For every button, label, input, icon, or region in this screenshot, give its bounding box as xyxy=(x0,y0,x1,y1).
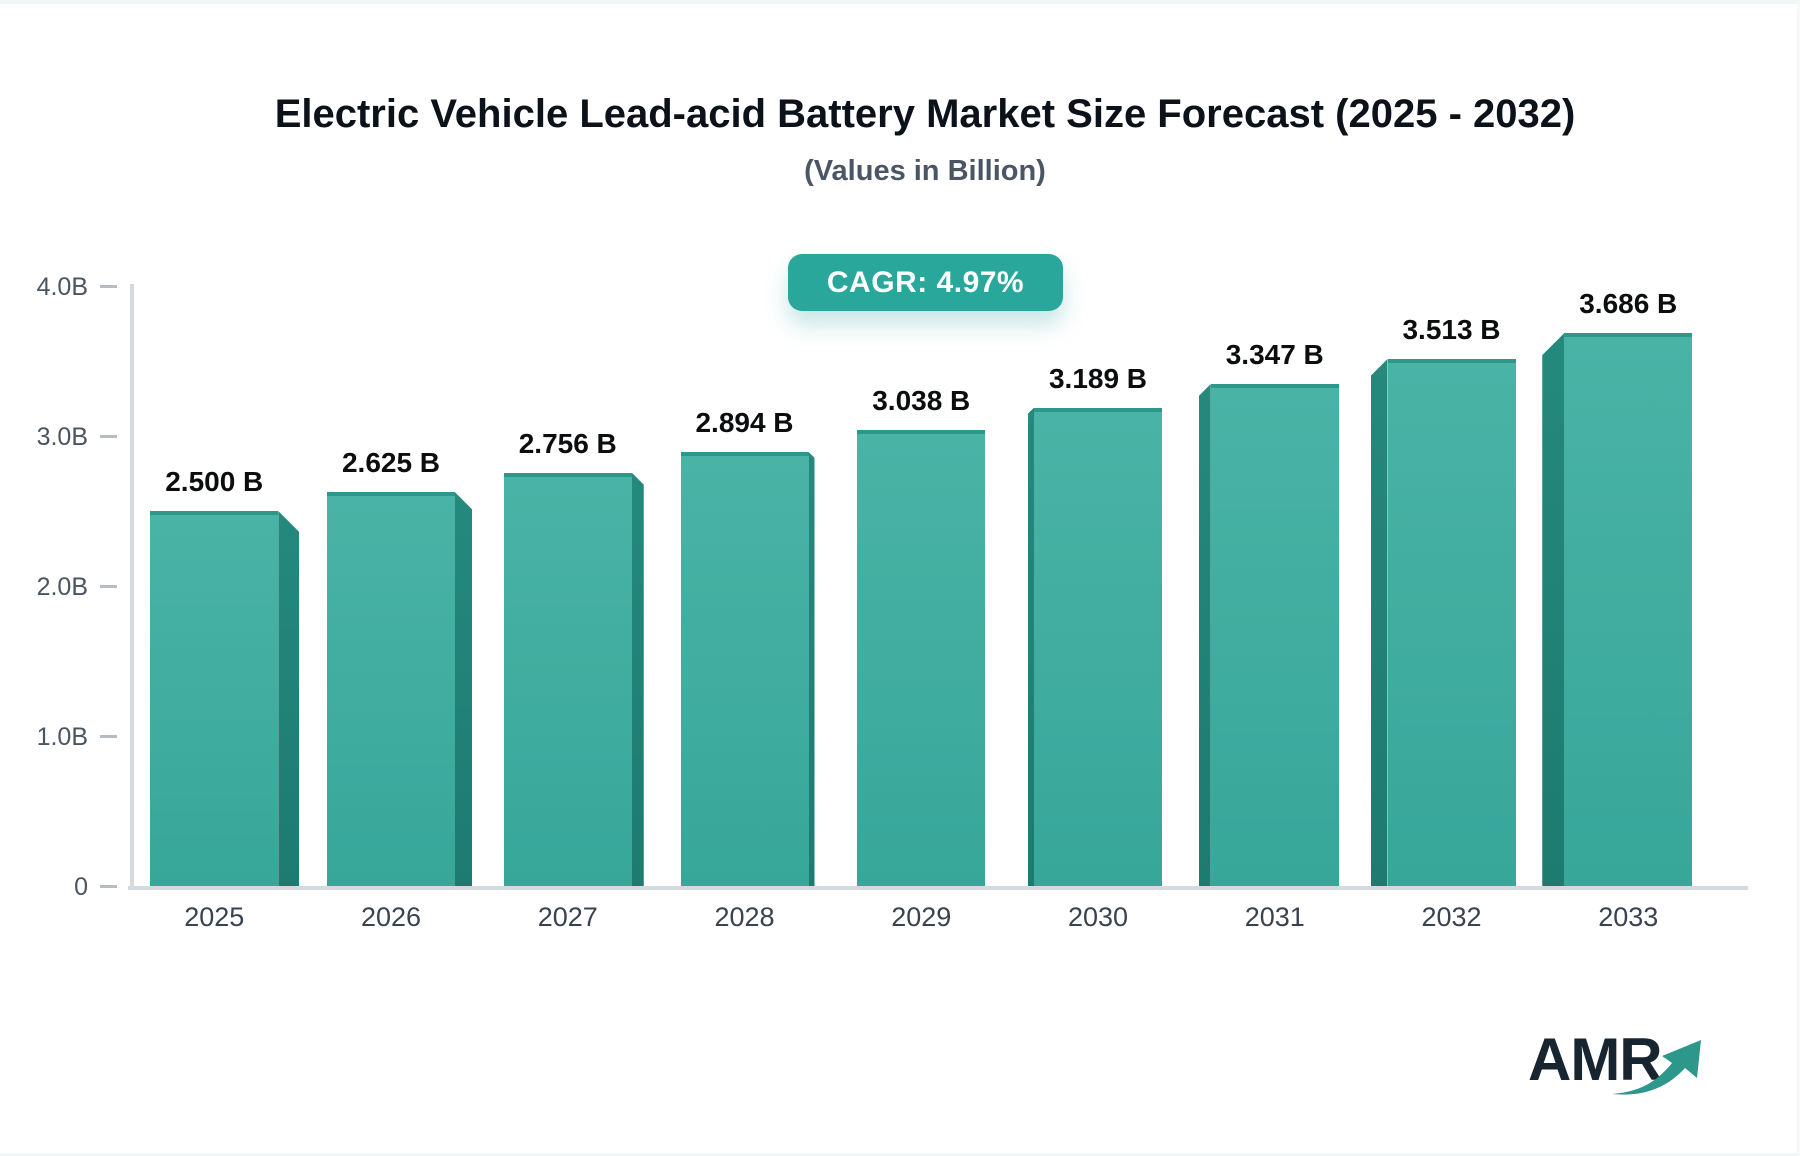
x-tick-label: 2026 xyxy=(360,902,422,932)
x-tick-label: 2032 xyxy=(1421,902,1482,932)
bar-value-label: 2.894 B xyxy=(695,406,794,438)
y-tick xyxy=(100,585,117,588)
x-tick-label: 2029 xyxy=(891,902,952,932)
bar-2029 xyxy=(857,430,986,886)
x-tick-label: 2027 xyxy=(537,902,598,932)
y-tick xyxy=(100,285,117,288)
chart-title: Electric Vehicle Lead-acid Battery Marke… xyxy=(274,92,1576,136)
bar-side-2032 xyxy=(1370,359,1388,886)
y-tick-label: 2.0B xyxy=(36,573,88,601)
growth-arrow-icon xyxy=(1612,1040,1701,1095)
page-bottom-edge xyxy=(0,1153,1800,1156)
y-tick-label: 4.0B xyxy=(36,273,88,301)
bar-side-2025 xyxy=(278,511,300,886)
bar-side-2027 xyxy=(631,472,644,886)
x-tick-label: 2031 xyxy=(1244,902,1305,932)
page-right-edge xyxy=(1797,0,1800,1156)
x-tick-label: 2025 xyxy=(184,902,245,932)
y-tick xyxy=(100,885,117,888)
y-tick xyxy=(100,435,117,438)
x-tick-label: 2030 xyxy=(1067,902,1129,932)
chart-header: Electric Vehicle Lead-acid Battery Marke… xyxy=(50,92,1800,188)
bar-2028 xyxy=(680,451,809,886)
x-tick-label: 2028 xyxy=(714,902,775,932)
bar-side-2030 xyxy=(1028,407,1034,886)
y-axis-line xyxy=(130,284,134,890)
bar-value-label: 3.347 B xyxy=(1225,338,1324,370)
y-tick-label: 1.0B xyxy=(36,723,88,751)
bar-side-2031 xyxy=(1198,383,1211,886)
y-tick-label: 0 xyxy=(74,873,88,901)
bar-2033 xyxy=(1564,333,1693,886)
y-tick-label: 3.0B xyxy=(36,423,88,451)
bar-2026 xyxy=(327,492,455,886)
bar-side-2033 xyxy=(1542,333,1565,886)
bar-2030 xyxy=(1034,407,1162,886)
bar-value-label: 3.038 B xyxy=(872,385,971,417)
bar-2025 xyxy=(150,511,279,886)
page-top-edge xyxy=(0,0,1800,4)
x-axis-baseline xyxy=(128,886,1748,890)
bar-value-label: 2.500 B xyxy=(165,466,264,497)
bar-2027 xyxy=(503,472,632,886)
amr-logo: AMR xyxy=(1528,1030,1748,1120)
cagr-badge: CAGR: 4.97% xyxy=(788,254,1063,311)
cagr-badge-label: CAGR: 4.97% xyxy=(826,265,1025,299)
bar-value-label: 3.189 B xyxy=(1048,362,1148,394)
bar-value-label: 2.625 B xyxy=(341,447,441,479)
y-tick xyxy=(100,735,117,738)
x-tick-label: 2033 xyxy=(1598,902,1659,932)
bar-value-label: 3.513 B xyxy=(1402,314,1501,346)
bar-value-label: 3.686 B xyxy=(1579,288,1678,320)
bar-side-2028 xyxy=(808,451,815,886)
bar-side-2026 xyxy=(455,492,472,886)
chart-subtitle: (Values in Billion) xyxy=(804,155,1046,187)
amr-logo-text: AMR xyxy=(1528,1026,1663,1093)
bar-2032 xyxy=(1387,359,1516,886)
bar-value-label: 2.756 B xyxy=(518,427,617,459)
bar-2031 xyxy=(1210,383,1339,886)
